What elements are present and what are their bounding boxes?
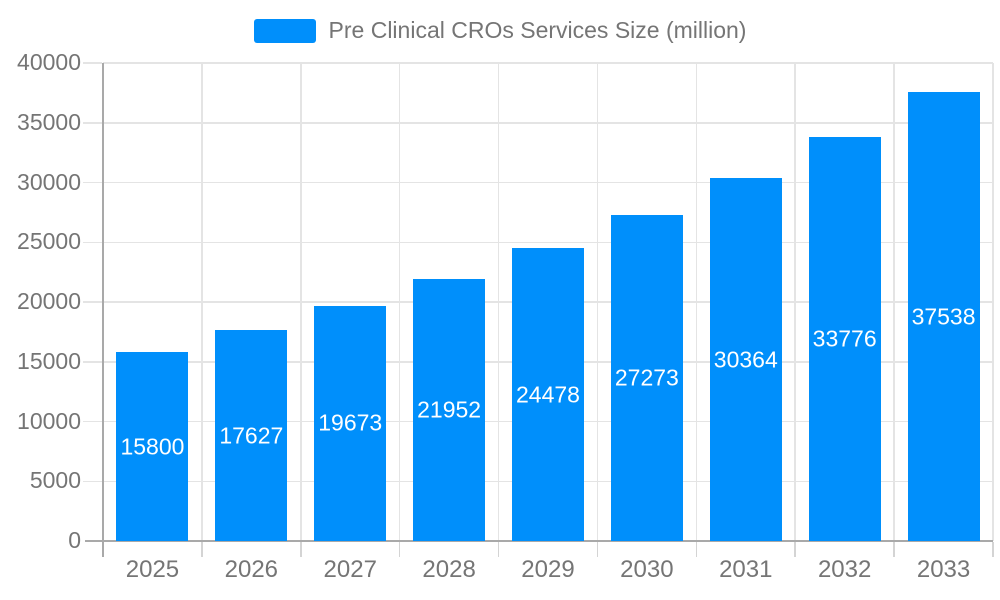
y-axis-label: 25000 — [17, 228, 81, 255]
x-gridline — [300, 63, 302, 541]
bar-value-label: 17627 — [219, 422, 284, 449]
x-axis-tick — [992, 542, 994, 557]
bar-value-label: 27273 — [614, 364, 679, 391]
bar[interactable] — [808, 137, 881, 541]
bar-value-label: 19673 — [318, 409, 383, 436]
x-axis-tick — [201, 542, 203, 557]
bar[interactable] — [610, 215, 683, 541]
y-axis-tick — [83, 62, 102, 64]
x-axis-tick — [794, 542, 796, 557]
y-axis-label: 30000 — [17, 168, 81, 195]
bar-value-label: 33776 — [812, 325, 877, 352]
x-axis-label: 2031 — [719, 556, 773, 583]
y-axis-tick — [83, 122, 102, 124]
x-axis-label: 2028 — [422, 556, 476, 583]
bar[interactable] — [116, 352, 189, 541]
y-axis-tick — [83, 361, 102, 363]
y-axis-label: 10000 — [17, 407, 81, 434]
x-gridline — [201, 63, 203, 541]
x-axis-tick — [695, 542, 698, 557]
y-axis-tick — [83, 480, 102, 482]
x-axis-tick — [398, 542, 401, 557]
bar[interactable] — [907, 92, 980, 541]
x-axis-line — [85, 540, 993, 542]
x-gridline — [794, 63, 796, 541]
bar-value-label: 15800 — [120, 433, 185, 460]
y-axis-line — [102, 63, 104, 557]
y-gridline — [103, 181, 993, 184]
bar[interactable] — [413, 278, 486, 541]
bar-value-label: 21952 — [417, 396, 482, 423]
x-gridline — [398, 63, 401, 541]
y-axis-label: 15000 — [17, 347, 81, 374]
y-axis-label: 40000 — [17, 48, 81, 75]
x-gridline — [596, 63, 599, 541]
y-axis-tick — [83, 420, 102, 423]
y-axis-tick — [83, 301, 102, 303]
legend-swatch — [253, 18, 316, 43]
x-axis-label: 2033 — [916, 556, 971, 583]
bar[interactable] — [709, 178, 782, 541]
x-axis-label: 2025 — [125, 556, 180, 583]
bar-value-label: 24478 — [516, 381, 580, 408]
x-gridline — [992, 63, 994, 541]
y-gridline — [103, 122, 993, 124]
x-gridline — [893, 63, 895, 541]
x-axis-tick — [497, 542, 500, 557]
legend-label: Pre Clinical CROs Services Size (million… — [328, 17, 747, 43]
bar-value-label: 37538 — [911, 303, 976, 330]
x-axis-label: 2027 — [323, 556, 377, 583]
y-axis-label: 0 — [68, 526, 81, 553]
y-axis-label: 35000 — [17, 108, 81, 135]
x-axis-label: 2029 — [521, 556, 575, 583]
bar[interactable] — [314, 305, 387, 541]
y-gridline — [103, 62, 993, 64]
x-axis-tick — [596, 542, 599, 557]
x-gridline — [497, 63, 500, 541]
x-gridline — [695, 63, 698, 541]
y-axis-tick — [83, 181, 102, 184]
x-axis-tick — [893, 542, 895, 557]
y-axis-label: 5000 — [29, 467, 81, 494]
y-axis-tick — [83, 241, 102, 243]
bar[interactable] — [215, 330, 288, 541]
bar-value-label: 30364 — [713, 346, 778, 373]
y-gridline — [103, 241, 993, 243]
bar[interactable] — [512, 248, 584, 541]
x-axis-label: 2030 — [620, 556, 674, 583]
x-axis-label: 2032 — [817, 556, 872, 583]
x-axis-tick — [300, 542, 302, 557]
x-axis-label: 2026 — [224, 556, 279, 583]
legend-item[interactable]: Pre Clinical CROs Services Size (million… — [0, 17, 1000, 44]
y-axis-label: 20000 — [17, 287, 81, 314]
